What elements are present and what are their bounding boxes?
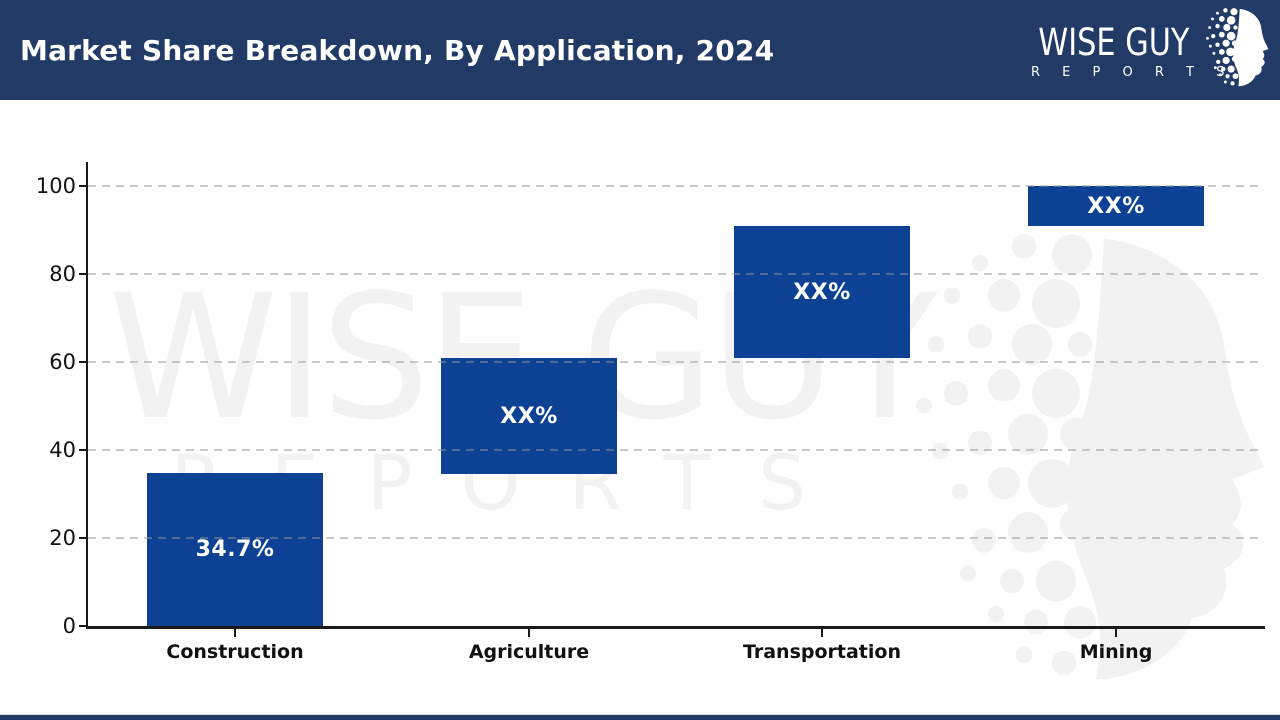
- x-tick-mark: [1115, 629, 1117, 637]
- gridline: [88, 361, 1263, 363]
- bar-transportation: XX%: [734, 226, 910, 358]
- brand-subname: R E P O R T S: [1031, 65, 1234, 80]
- y-tick-mark: [79, 361, 88, 363]
- bar-agriculture: XX%: [441, 358, 617, 474]
- watermark-brain-head-icon: [916, 234, 1264, 680]
- bar-construction: 34.7%: [147, 473, 323, 626]
- y-tick-label: 100: [35, 174, 76, 198]
- bar-value-label: XX%: [793, 279, 851, 305]
- bar-value-label: XX%: [500, 403, 558, 429]
- y-tick-label: 0: [62, 614, 76, 638]
- gridline: [88, 449, 1263, 451]
- y-tick-mark: [79, 625, 88, 627]
- bar-value-label: 34.7%: [195, 537, 275, 562]
- y-tick-mark: [79, 537, 88, 539]
- x-tick-mark: [821, 629, 823, 637]
- chart-region: WISE GUY REPORTS 02040608010034.7%Constr…: [0, 100, 1280, 715]
- y-axis-spine: [86, 162, 88, 629]
- gridline: [88, 185, 1263, 187]
- footer-strip: [0, 715, 1280, 720]
- bar-value-label: XX%: [1087, 193, 1145, 219]
- bar-mining: XX%: [1028, 186, 1204, 226]
- gridline: [88, 273, 1263, 275]
- brain-head-icon: [1206, 8, 1269, 87]
- y-tick-mark: [79, 273, 88, 275]
- brand-logo: WISE GUY R E P O R T S: [1022, 6, 1272, 96]
- brand-name: WISE GUY: [1038, 21, 1190, 64]
- x-category-label: Mining: [1079, 641, 1153, 663]
- header-bar: Market Share Breakdown, By Application, …: [0, 0, 1280, 100]
- x-category-label: Construction: [166, 641, 304, 663]
- brand-logo-text: WISE GUY R E P O R T S: [1022, 21, 1234, 80]
- y-tick-label: 60: [49, 350, 76, 374]
- y-tick-label: 20: [49, 526, 76, 550]
- x-tick-mark: [234, 629, 236, 637]
- page-title: Market Share Breakdown, By Application, …: [20, 33, 775, 67]
- x-tick-mark: [528, 629, 530, 637]
- x-category-label: Transportation: [742, 641, 901, 663]
- x-category-label: Agriculture: [468, 641, 590, 663]
- y-tick-mark: [79, 185, 88, 187]
- y-tick-label: 80: [49, 262, 76, 286]
- y-tick-label: 40: [49, 438, 76, 462]
- x-axis-spine: [86, 626, 1265, 629]
- y-tick-mark: [79, 449, 88, 451]
- gridline: [88, 537, 1263, 539]
